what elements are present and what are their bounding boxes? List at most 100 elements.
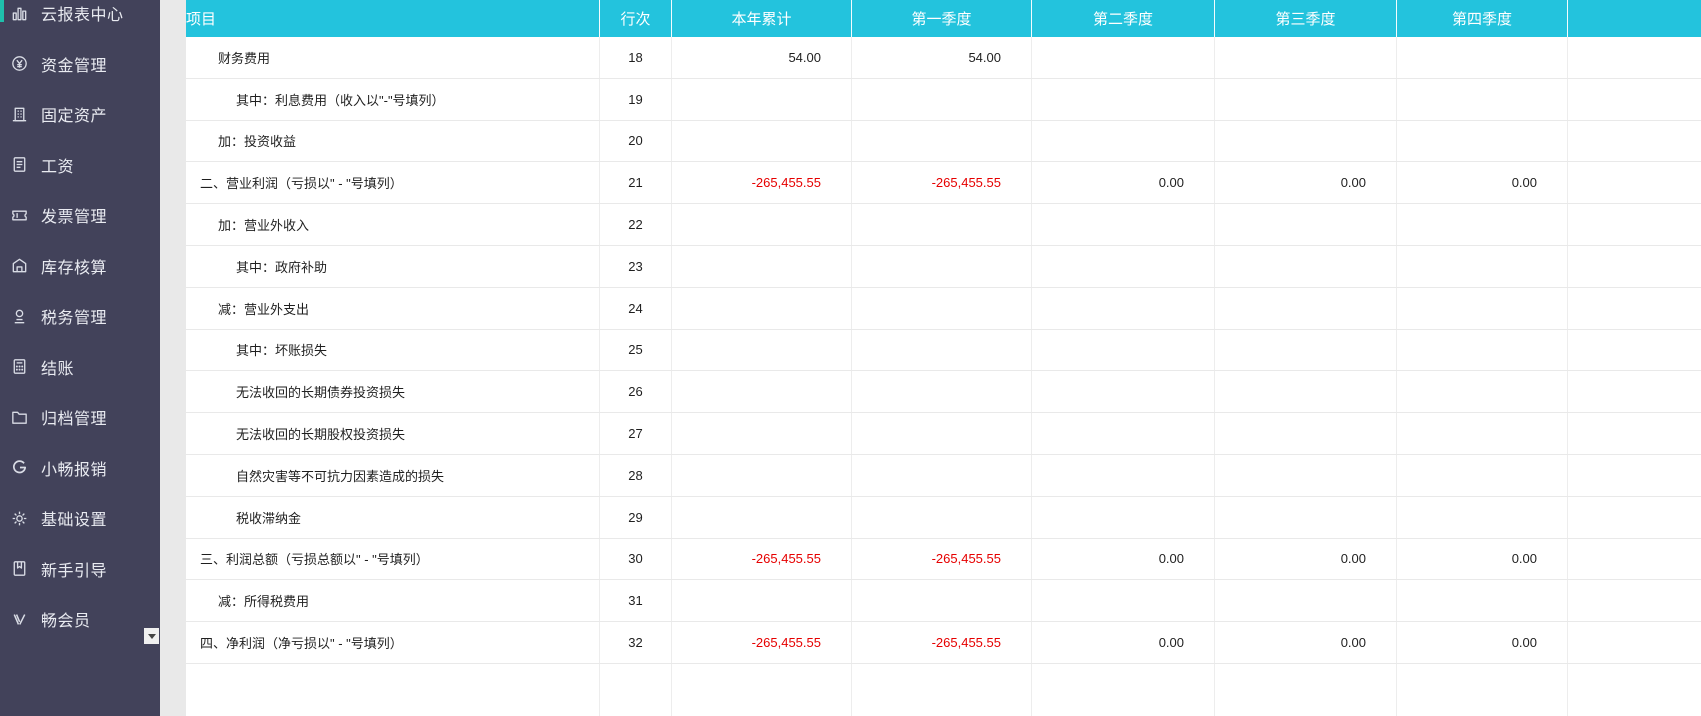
column-header-1: 项目 xyxy=(186,0,600,37)
value-cell-q2 xyxy=(1032,371,1215,413)
value-cell-q4 xyxy=(1397,580,1568,622)
value-cell-ytd xyxy=(672,329,852,371)
table-row[interactable]: 减：营业外支出 24 xyxy=(186,287,1701,330)
sidebar-item-label: 基础设置 xyxy=(41,512,108,530)
item-label: 四、净利润（净亏损以" - "号填列） xyxy=(200,636,403,652)
table-row[interactable]: 三、利润总额（亏损总额以" - "号填列） 30 -265,455.55 -26… xyxy=(186,538,1701,581)
value-cell-q2: 0.00 xyxy=(1032,538,1215,580)
value-cell-ytd xyxy=(672,287,852,329)
sidebar-item-inventory[interactable]: 库存核算 xyxy=(0,241,160,292)
item-cell: 无法收回的长期债券投资损失 xyxy=(186,371,600,413)
value-cell-q2: 0.00 xyxy=(1032,162,1215,204)
value-cell-q2: 0.00 xyxy=(1032,622,1215,663)
line-number-cell: 22 xyxy=(600,204,672,245)
empty-cell xyxy=(1568,288,1701,329)
active-item-accent xyxy=(0,0,4,22)
table-row[interactable]: 税收滞纳金 29 xyxy=(186,496,1701,539)
value-cell-q4 xyxy=(1397,78,1568,120)
sidebar-item-archive[interactable]: 归档管理 xyxy=(0,392,160,443)
sidebar-item-tax[interactable]: 税务管理 xyxy=(0,291,160,342)
sidebar-item-label: 新手引导 xyxy=(41,562,108,580)
funds-icon xyxy=(10,54,29,73)
sidebar-item-label: 税务管理 xyxy=(41,310,108,328)
item-label: 减：营业外支出 xyxy=(218,301,310,317)
item-label: 三、利润总额（亏损总额以" - "号填列） xyxy=(200,552,429,568)
item-cell: 减：营业外支出 xyxy=(186,287,600,329)
table-row[interactable]: 自然灾害等不可抗力因素造成的损失 28 xyxy=(186,454,1701,497)
sidebar-item-guide[interactable]: 新手引导 xyxy=(0,544,160,595)
value-cell-q2 xyxy=(1032,78,1215,120)
archive-icon xyxy=(10,408,29,427)
value-cell-q4 xyxy=(1397,245,1568,287)
value-cell-q3: 0.00 xyxy=(1215,162,1397,204)
sidebar-item-cloud-report[interactable]: 云报表中心 xyxy=(0,0,160,39)
value-cell-q4 xyxy=(1397,329,1568,371)
table-row[interactable]: 无法收回的长期债券投资损失 26 xyxy=(186,371,1701,414)
value-cell-q3 xyxy=(1215,454,1397,496)
sidebar-item-funds[interactable]: 资金管理 xyxy=(0,39,160,90)
sidebar-item-xiaochang[interactable]: 小畅报销 xyxy=(0,443,160,494)
sidebar-item-salary[interactable]: 工资 xyxy=(0,140,160,191)
empty-cell xyxy=(1568,121,1701,162)
table-row[interactable]: 加：营业外收入 22 xyxy=(186,204,1701,246)
item-cell: 三、利润总额（亏损总额以" - "号填列） xyxy=(186,538,600,580)
sidebar-item-closing[interactable]: 结账 xyxy=(0,342,160,393)
value-cell-q1 xyxy=(852,78,1032,120)
value-cell-q3: 0.00 xyxy=(1215,538,1397,580)
value-cell-q1: -265,455.55 xyxy=(852,622,1032,663)
table-row[interactable]: 其中：坏账损失 25 xyxy=(186,329,1701,372)
table-row[interactable]: 其中：政府补助 23 xyxy=(186,245,1701,288)
value-cell-q2 xyxy=(1032,245,1215,287)
value-cell-q1 xyxy=(852,454,1032,496)
sidebar-item-settings[interactable]: 基础设置 xyxy=(0,493,160,544)
sidebar-scroll-down-button[interactable] xyxy=(144,628,159,644)
sidebar-item-fixed-assets[interactable]: 固定资产 xyxy=(0,89,160,140)
closing-icon xyxy=(10,357,29,376)
table-row[interactable]: 财务费用 18 54.00 54.00 xyxy=(186,37,1701,79)
table-row[interactable]: 其中：利息费用（收入以"-"号填列） 19 xyxy=(186,78,1701,121)
value-cell-q2 xyxy=(1032,413,1215,454)
item-label: 其中：政府补助 xyxy=(236,259,328,275)
line-number-cell: 27 xyxy=(600,413,672,454)
table-row[interactable]: 四、净利润（净亏损以" - "号填列） 32 -265,455.55 -265,… xyxy=(186,622,1701,664)
item-label: 加：投资收益 xyxy=(218,134,297,150)
empty-cell xyxy=(600,663,672,716)
empty-cell xyxy=(1568,622,1701,663)
line-number-cell: 32 xyxy=(600,622,672,663)
item-label: 其中：利息费用（收入以"-"号填列） xyxy=(236,92,445,108)
empty-cell xyxy=(1568,497,1701,538)
table-row[interactable]: 无法收回的长期股权投资损失 27 xyxy=(186,413,1701,455)
value-cell-q3 xyxy=(1215,120,1397,162)
sidebar-item-member[interactable]: 畅会员 xyxy=(0,594,160,645)
xiaochang-icon xyxy=(10,458,29,477)
empty-cell xyxy=(1568,162,1701,203)
line-number-cell: 21 xyxy=(600,162,672,204)
value-cell-ytd xyxy=(672,204,852,245)
empty-cell xyxy=(672,663,852,716)
empty-cell xyxy=(1568,371,1701,412)
table-row[interactable]: 二、营业利润（亏损以" - "号填列） 21 -265,455.55 -265,… xyxy=(186,162,1701,205)
column-header-filler xyxy=(1568,0,1701,37)
value-cell-q3 xyxy=(1215,37,1397,78)
value-cell-q3 xyxy=(1215,496,1397,538)
sidebar-item-invoice[interactable]: 发票管理 xyxy=(0,190,160,241)
value-cell-q3 xyxy=(1215,204,1397,245)
tax-icon xyxy=(10,307,29,326)
value-cell-q4 xyxy=(1397,204,1568,245)
value-cell-q4 xyxy=(1397,37,1568,78)
item-cell: 减：所得税费用 xyxy=(186,580,600,622)
value-cell-q2 xyxy=(1032,496,1215,538)
sidebar-item-label: 归档管理 xyxy=(41,411,108,429)
value-cell-q3 xyxy=(1215,329,1397,371)
item-label: 自然灾害等不可抗力因素造成的损失 xyxy=(236,468,445,484)
line-number-cell: 26 xyxy=(600,371,672,413)
sidebar-item-label: 库存核算 xyxy=(41,259,108,277)
invoice-icon xyxy=(10,206,29,225)
item-cell: 二、营业利润（亏损以" - "号填列） xyxy=(186,162,600,204)
value-cell-q2 xyxy=(1032,204,1215,245)
empty-cell xyxy=(1568,37,1701,78)
table-row[interactable]: 减：所得税费用 31 xyxy=(186,580,1701,623)
table-row[interactable]: 加：投资收益 20 xyxy=(186,120,1701,163)
value-cell-q2 xyxy=(1032,329,1215,371)
